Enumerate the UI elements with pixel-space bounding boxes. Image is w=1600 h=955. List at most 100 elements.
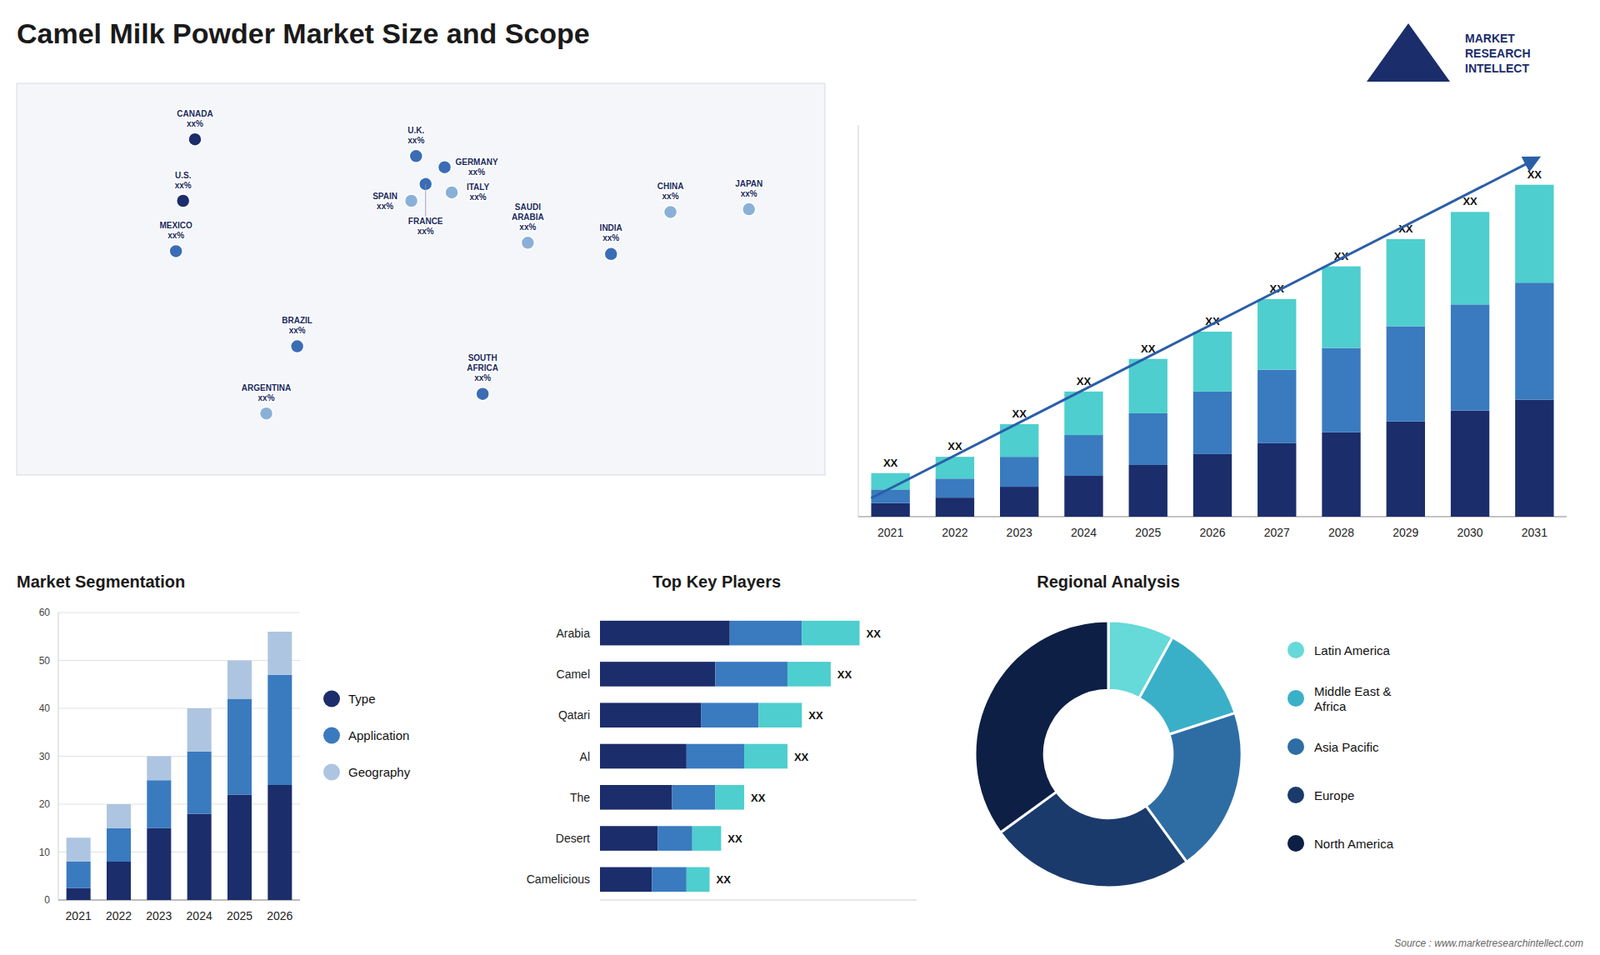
legend-swatch [1287,690,1305,707]
category-label: Camelicious [526,872,590,886]
map-marker [405,194,419,208]
bar-segment [187,751,212,815]
map-label-line: xx% [602,233,620,243]
map-marker [176,194,190,208]
map-label-line: xx% [186,119,204,129]
grid-line [58,660,300,661]
category-label: 2024 [186,909,213,923]
tick-label: 30 [39,750,51,763]
donut-slice [975,620,1109,833]
bar-segment [758,702,802,728]
legend-label: Geography [348,765,411,780]
category-label: 2028 [1328,525,1355,540]
legend-swatch [1287,786,1305,804]
bar-segment [146,780,171,829]
bar-segment [106,861,131,900]
bars [870,185,1554,517]
bar-segment [600,785,673,810]
data-label: XX [1012,407,1028,420]
map-marker [664,205,678,219]
bar-segment [227,660,252,700]
bar-segment [227,699,252,795]
bar-segment [1515,282,1554,400]
map-label-line: xx% [407,135,425,145]
bar-segment [267,675,292,785]
grid-line [58,851,300,853]
bar-chart: XXXXXXXXXXXXXXXXXXXXXX202120222023202420… [16,17,1584,950]
map-label-line: MEXICO [159,220,193,230]
logo-mark [1366,23,1450,82]
tick-label: 50 [39,655,51,667]
map-label-line: SAUDI [515,202,541,212]
map-label: SPAINxx% [372,191,398,211]
map-label-line: xx% [662,191,680,201]
bar-segment [686,867,710,893]
chart-title: Regional Analysis [1036,572,1180,591]
data-label: XX [1076,375,1092,388]
category-label: 2023 [145,909,172,923]
bars [66,631,293,900]
tick-label: 0 [44,894,50,906]
map-marker [409,149,423,163]
map-label: U.K.xx% [407,125,425,145]
category-label: 2030 [1457,525,1484,540]
map-label-line: xx% [470,192,487,202]
category-label: 2022 [941,525,968,540]
bar-segment [715,785,745,810]
bar-segment [730,620,803,646]
category-label: The [570,790,590,805]
bar-segment [267,631,292,675]
bar-segment [1000,456,1039,487]
legend-label: Latin America [1314,643,1391,658]
legend-swatch [1287,641,1305,659]
grid-line [58,708,300,710]
logo-text-line: INTELLECT [1465,61,1530,75]
bar-chart: XXXXXXXXXXXXXXArabiaCamelQatariAlTheDese… [526,572,917,900]
bar-segment [267,785,292,900]
map-label-line: xx% [167,230,185,240]
source-note: Source : www.marketresearchintellect.com [1394,937,1584,950]
bar-segment [66,837,91,862]
map-label-line: xx% [417,226,435,236]
map-label-line: SOUTH [468,353,498,363]
grid-line [58,804,300,805]
map-label: MEXICOxx% [159,220,193,240]
map-label-line: FRANCE [408,216,444,226]
map-label-line: ARGENTINA [241,383,291,393]
chart-title: Market Segmentation [16,572,185,591]
map-marker [188,132,202,146]
legend-label: Asia Pacific [1314,740,1380,755]
map-markers [169,132,756,420]
map-label-line: xx% [258,393,275,403]
map-label-line: U.K. [407,125,425,135]
map-label: FRANCExx% [408,216,444,236]
map-label-line: CANADA [176,109,213,119]
logo-text-line: RESEARCH [1465,46,1531,60]
data-label: XX [727,832,743,845]
bar-segment [600,620,730,646]
grid-line [58,900,300,901]
bar-segment [600,825,658,851]
tick-label: 60 [39,606,51,619]
data-label: XX [808,709,824,722]
category-label: 2031 [1521,525,1548,540]
map-label-line: CHINA [657,181,685,191]
bar-segment [146,756,171,781]
legend: TypeApplicationGeography [323,690,411,781]
bar-segment [1064,475,1103,517]
map-label-line: INDIA [600,223,623,233]
logo-text: MARKETRESEARCHINTELLECT [1465,31,1531,75]
bar-segment [1321,266,1360,349]
legend-swatch [1287,835,1305,852]
category-label: 2026 [1199,525,1225,540]
bar-segment [1386,239,1425,326]
bar-segment [1064,391,1103,435]
bar-segment [935,456,975,479]
bar-segment [106,804,131,829]
bar-segment [1129,413,1168,465]
map-label-line: ITALY [466,182,490,192]
legend-label: Application [348,728,410,743]
chart-title: Top Key Players [652,572,781,591]
bar-segment [692,825,722,851]
data-label: XX [883,456,899,470]
